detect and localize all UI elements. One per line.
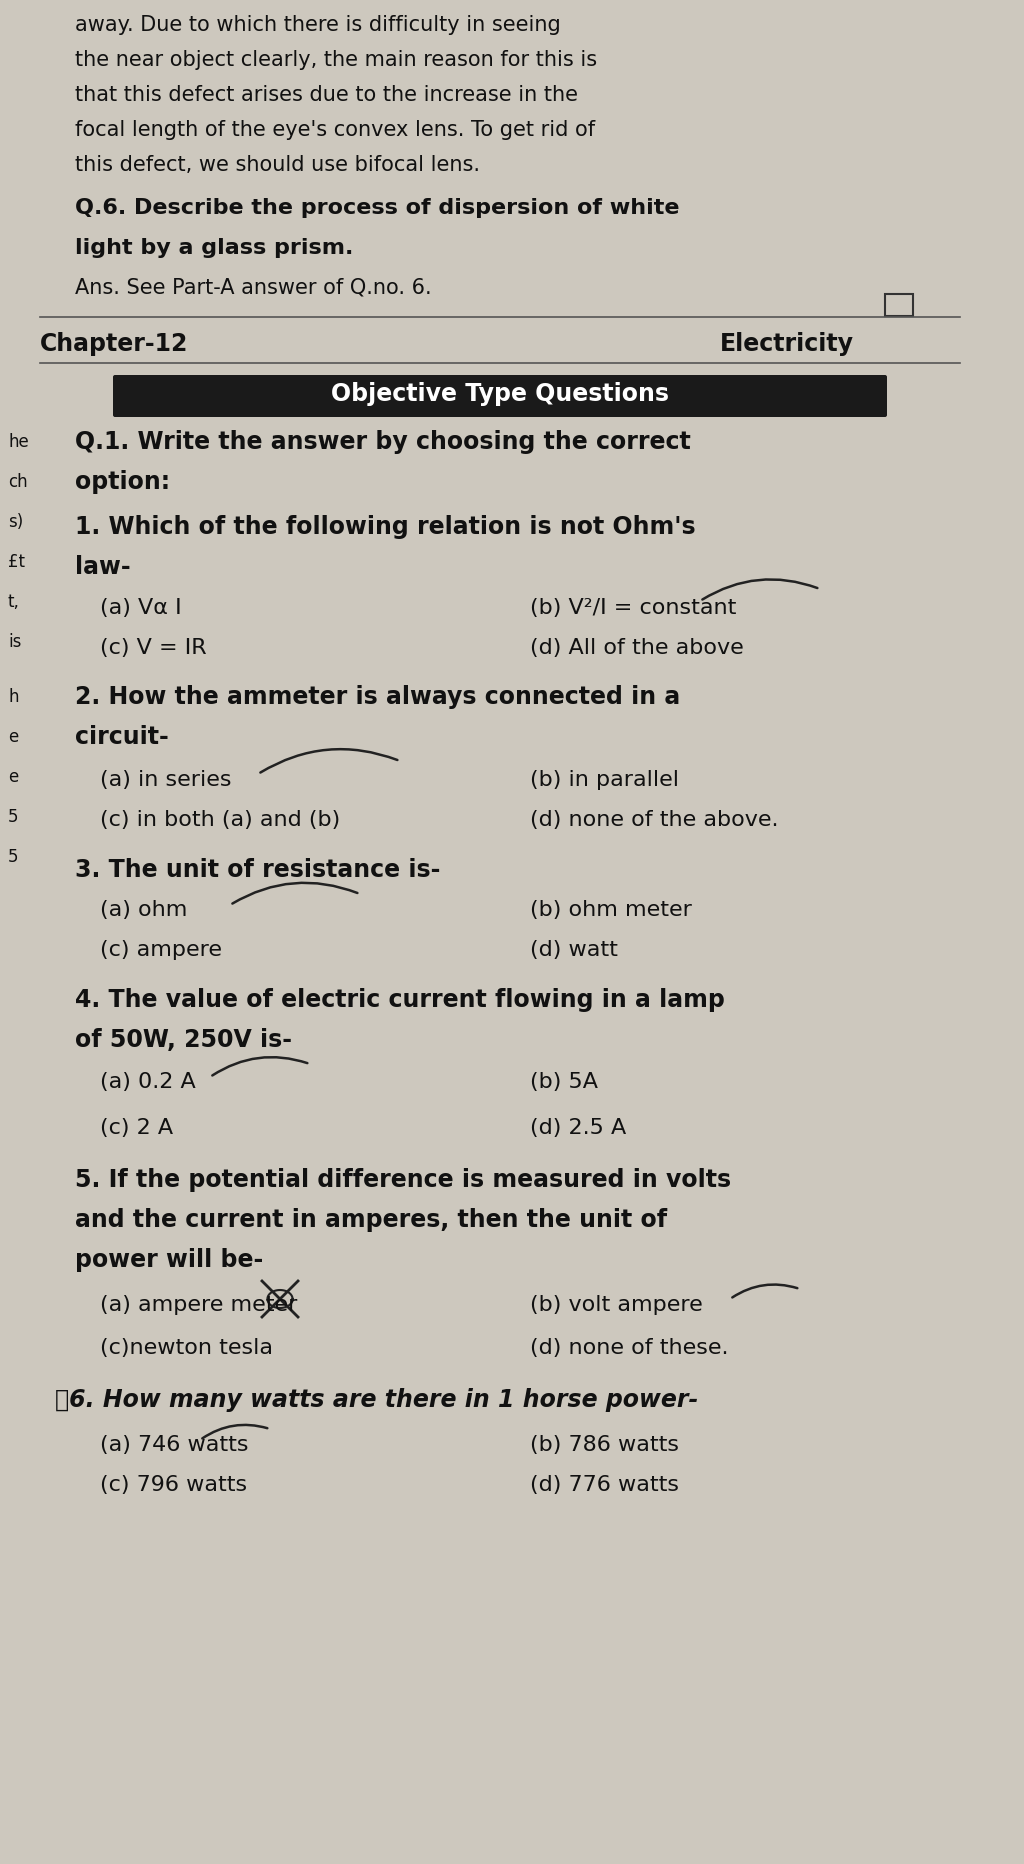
- Text: e: e: [8, 727, 18, 746]
- Text: 2. How the ammeter is always connected in a: 2. How the ammeter is always connected i…: [75, 684, 680, 708]
- Text: (b) 786 watts: (b) 786 watts: [530, 1433, 679, 1454]
- Text: the near object clearly, the main reason for this is: the near object clearly, the main reason…: [75, 50, 597, 71]
- Text: Electricity: Electricity: [720, 332, 854, 356]
- Text: and the current in amperes, then the unit of: and the current in amperes, then the uni…: [75, 1208, 667, 1232]
- Text: option:: option:: [75, 470, 170, 494]
- Text: away. Due to which there is difficulty in seeing: away. Due to which there is difficulty i…: [75, 15, 561, 35]
- Text: 果6. How many watts are there in 1 horse power-: 果6. How many watts are there in 1 horse …: [55, 1387, 698, 1411]
- Text: 5: 5: [8, 848, 18, 865]
- Text: light by a glass prism.: light by a glass prism.: [75, 239, 353, 257]
- Text: (b) in parallel: (b) in parallel: [530, 770, 679, 790]
- Text: focal length of the eye's convex lens. To get rid of: focal length of the eye's convex lens. T…: [75, 119, 595, 140]
- Text: (a) Vα I: (a) Vα I: [100, 598, 181, 617]
- Text: ch: ch: [8, 473, 28, 490]
- Text: Ans. See Part-A answer of Q.no. 6.: Ans. See Part-A answer of Q.no. 6.: [75, 278, 432, 298]
- Text: (d) watt: (d) watt: [530, 939, 617, 960]
- Text: e: e: [8, 768, 18, 785]
- Text: (d) none of the above.: (d) none of the above.: [530, 809, 778, 829]
- Text: (c) 796 watts: (c) 796 watts: [100, 1474, 247, 1495]
- Text: that this defect arises due to the increase in the: that this defect arises due to the incre…: [75, 86, 578, 104]
- Text: 4. The value of electric current flowing in a lamp: 4. The value of electric current flowing…: [75, 988, 725, 1012]
- Text: (d) none of these.: (d) none of these.: [530, 1336, 728, 1357]
- Bar: [885, 295, 913, 317]
- Text: (a) 0.2 A: (a) 0.2 A: [100, 1072, 196, 1092]
- Text: (a) ohm: (a) ohm: [100, 900, 187, 919]
- Text: Q.6. Describe the process of dispersion of white: Q.6. Describe the process of dispersion …: [75, 198, 680, 218]
- Text: Objective Type Questions: Objective Type Questions: [331, 382, 669, 406]
- Text: (c) in both (a) and (b): (c) in both (a) and (b): [100, 809, 340, 829]
- Text: Chapter-12: Chapter-12: [40, 332, 188, 356]
- Text: law-: law-: [75, 555, 131, 578]
- Text: £t: £t: [8, 554, 25, 570]
- Text: s): s): [8, 513, 24, 531]
- Text: (a) ampere meter: (a) ampere meter: [100, 1294, 297, 1314]
- Text: he: he: [8, 432, 29, 451]
- Text: (c) ampere: (c) ampere: [100, 939, 222, 960]
- Text: of 50W, 250V is-: of 50W, 250V is-: [75, 1027, 292, 1051]
- Text: 5. If the potential difference is measured in volts: 5. If the potential difference is measur…: [75, 1167, 731, 1191]
- Text: (b) 5A: (b) 5A: [530, 1072, 598, 1092]
- Text: is: is: [8, 632, 22, 651]
- Text: (c) 2 A: (c) 2 A: [100, 1117, 173, 1137]
- Text: 1. Which of the following relation is not Ohm's: 1. Which of the following relation is no…: [75, 514, 695, 539]
- Text: (d) 776 watts: (d) 776 watts: [530, 1474, 679, 1495]
- Text: t,: t,: [8, 593, 19, 611]
- Text: (b) ohm meter: (b) ohm meter: [530, 900, 692, 919]
- Text: Q.1. Write the answer by choosing the correct: Q.1. Write the answer by choosing the co…: [75, 431, 691, 453]
- Text: 5: 5: [8, 807, 18, 826]
- Text: power will be-: power will be-: [75, 1247, 263, 1271]
- Text: (b) volt ampere: (b) volt ampere: [530, 1294, 702, 1314]
- Text: h: h: [8, 688, 18, 706]
- Text: (c) V = IR: (c) V = IR: [100, 637, 207, 658]
- Text: (d) All of the above: (d) All of the above: [530, 637, 743, 658]
- Text: circuit-: circuit-: [75, 725, 169, 749]
- Text: (a) 746 watts: (a) 746 watts: [100, 1433, 249, 1454]
- Text: (c)newton tesla: (c)newton tesla: [100, 1336, 273, 1357]
- FancyBboxPatch shape: [113, 377, 887, 418]
- Text: this defect, we should use bifocal lens.: this defect, we should use bifocal lens.: [75, 155, 480, 175]
- Text: (d) 2.5 A: (d) 2.5 A: [530, 1117, 627, 1137]
- Text: (b) V²/I = constant: (b) V²/I = constant: [530, 598, 736, 617]
- Text: (a) in series: (a) in series: [100, 770, 231, 790]
- Text: 3. The unit of resistance is-: 3. The unit of resistance is-: [75, 857, 440, 882]
